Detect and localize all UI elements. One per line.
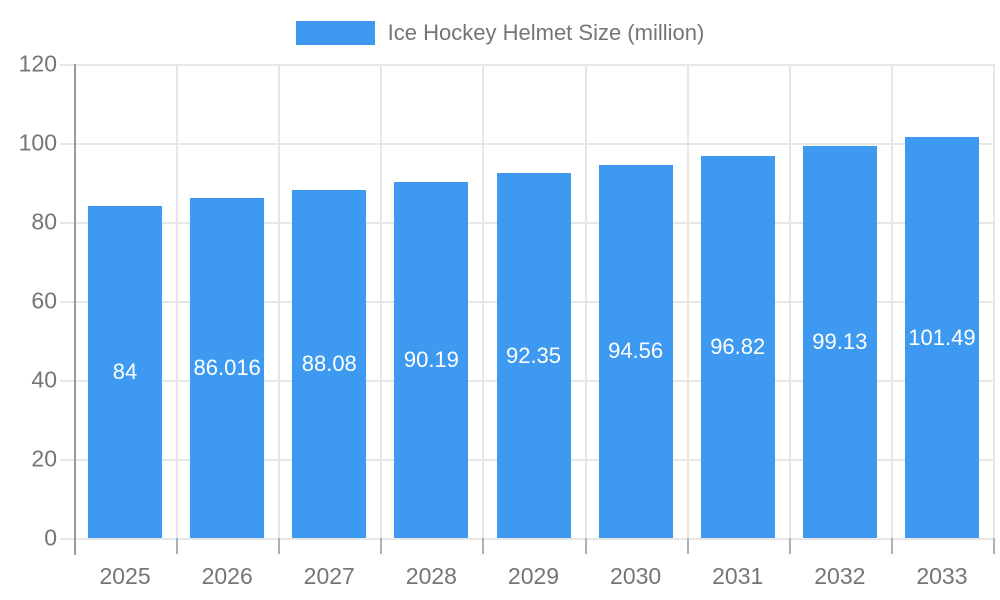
bar-value-label: 84 <box>112 359 138 385</box>
bar[interactable]: 94.56 <box>598 164 673 538</box>
bar-value-label: 101.49 <box>908 324 976 350</box>
bar-value-label: 96.82 <box>710 333 766 359</box>
x-axis-tick-label: 2026 <box>201 563 253 589</box>
bar-value-label: 99.13 <box>812 329 868 355</box>
y-axis-tick-label: 20 <box>31 445 57 472</box>
x-gridline <box>482 64 485 538</box>
x-gridline <box>278 64 281 538</box>
x-axis-tick <box>176 538 179 554</box>
x-axis-tick-label: 2033 <box>916 563 968 589</box>
legend-label: Ice Hockey Helmet Size (million) <box>387 20 705 45</box>
y-axis-tick-label: 120 <box>18 50 57 77</box>
x-axis-tick-label: 2032 <box>814 563 866 589</box>
bar-value-label: 88.08 <box>301 351 357 377</box>
y-gridline <box>60 143 993 145</box>
bar-value-label: 90.19 <box>403 346 459 372</box>
y-gridline <box>60 64 993 66</box>
bar[interactable]: 88.08 <box>292 190 367 538</box>
x-axis-tick <box>482 538 485 554</box>
bar[interactable]: 86.016 <box>190 198 265 538</box>
y-axis-tick-label: 80 <box>31 208 57 235</box>
legend[interactable]: Ice Hockey Helmet Size (million) <box>0 20 1000 46</box>
x-gridline <box>584 64 587 538</box>
y-axis-tick-label: 40 <box>31 366 57 393</box>
x-axis-tick <box>584 538 587 554</box>
plot-area: 0 20 40 60 80 100 120 84 2025 86.016 2026 88.08 2027… <box>19 51 995 589</box>
x-axis-tick <box>278 538 281 554</box>
x-axis-tick-label: 2027 <box>303 563 355 589</box>
x-axis-tick-label: 2031 <box>712 563 764 589</box>
x-gridline <box>993 64 995 538</box>
x-axis-tick <box>380 538 383 554</box>
y-axis-tick-label: 100 <box>18 129 57 156</box>
bar[interactable]: 99.13 <box>802 146 877 538</box>
x-axis-tick <box>993 538 995 554</box>
y-gridline <box>60 538 993 540</box>
bar[interactable]: 90.19 <box>394 181 469 538</box>
bar-value-label: 92.35 <box>505 342 562 368</box>
x-axis-tick <box>686 538 689 554</box>
bar[interactable]: 92.35 <box>496 173 571 538</box>
x-gridline <box>686 64 689 538</box>
x-axis-tick-label: 2025 <box>99 563 151 589</box>
x-axis-tick <box>788 538 791 554</box>
x-gridline <box>890 64 893 538</box>
bar-value-label: 94.56 <box>608 338 664 364</box>
bar-value-label: 86.016 <box>193 355 261 381</box>
x-axis-tick-label: 2029 <box>507 563 560 589</box>
bar[interactable]: 96.82 <box>700 155 775 538</box>
y-axis-line <box>74 64 76 555</box>
x-gridline <box>788 64 791 538</box>
bar[interactable]: 84 <box>88 206 163 538</box>
bar[interactable]: 101.49 <box>904 137 979 538</box>
legend-swatch-icon <box>295 21 375 45</box>
y-axis-tick-label: 60 <box>31 287 57 314</box>
x-gridline <box>380 64 383 538</box>
y-axis-tick-label: 0 <box>44 524 57 551</box>
x-axis-tick <box>890 538 893 554</box>
x-gridline <box>176 64 179 538</box>
x-axis-tick-label: 2030 <box>610 563 662 589</box>
x-axis-tick-label: 2028 <box>405 563 457 589</box>
